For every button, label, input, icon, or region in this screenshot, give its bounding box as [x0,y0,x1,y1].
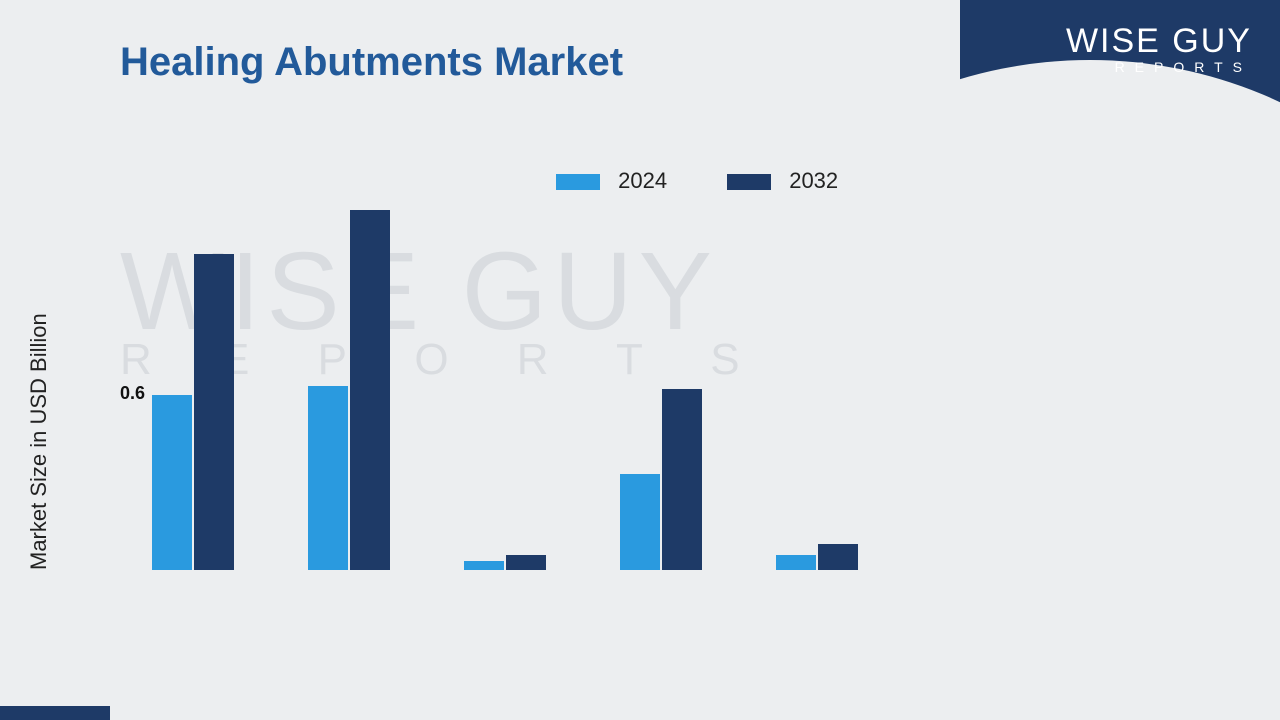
chart-title: Healing Abutments Market [120,40,623,85]
bar [506,555,546,570]
brand-line1: WISE GUY [1066,22,1252,61]
chart-area: Market Size in USD Billion 2024 2032 NOR… [96,180,916,600]
bar [308,386,348,570]
brand-logo: WISE GUY REPORTS [1066,22,1252,75]
bar [152,395,192,570]
bar [662,389,702,570]
plot-region: NORTHAMERICAEUROPESOUTHAMERICAASIAPACIFI… [142,190,912,570]
page-root: WISE GUY REPORTS Healing Abutments Marke… [0,0,1280,720]
bar [620,474,660,570]
legend-swatch-2032 [727,174,771,190]
bar [194,254,234,570]
brand-line2: REPORTS [1066,59,1252,75]
bar [818,544,858,570]
legend-swatch-2024 [556,174,600,190]
bar [350,210,390,570]
y-tick-0.6: 0.6 [120,383,145,404]
y-axis-label: Market Size in USD Billion [26,313,52,570]
bar [776,555,816,570]
bar [464,561,504,570]
bottom-strip [0,706,110,720]
